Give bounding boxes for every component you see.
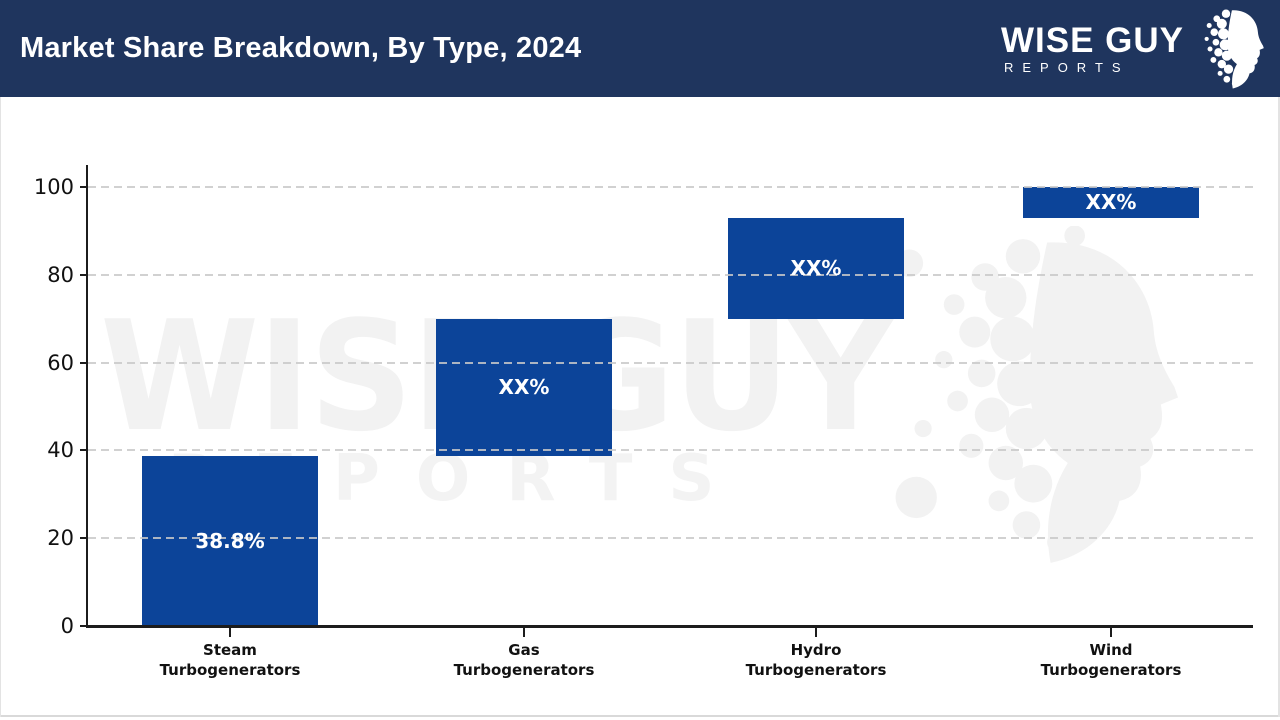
x-tick-steam: [229, 628, 231, 637]
y-tick-label-100: 100: [33, 175, 74, 199]
wise-guy-logo: WISE GUY REPORTS: [1001, 6, 1270, 92]
bar-gas: [436, 318, 612, 456]
x-tick-gas: [523, 628, 525, 637]
logo-text: WISE GUY REPORTS: [1000, 21, 1184, 76]
bar-steam: [142, 455, 318, 626]
x-label-line1: Steam: [203, 641, 257, 659]
gridline-60: [88, 361, 1253, 364]
y-tick-label-20: 20: [47, 526, 74, 551]
y-tick-40: [80, 449, 88, 452]
y-tick-100: [80, 186, 88, 188]
y-tick-label-0: 0: [60, 614, 74, 638]
bar-label-hydro: XX%: [790, 256, 842, 281]
x-label-line2: Turbogenerators: [1040, 661, 1182, 679]
y-tick-80: [80, 273, 88, 276]
x-label-wind: Wind Turbogenerators: [1041, 640, 1182, 680]
y-tick-label-80: 80: [47, 262, 74, 287]
watermark-face-icon: [895, 226, 1178, 563]
logo-tagline: REPORTS: [1003, 60, 1130, 75]
x-label-line2: Turbogenerators: [159, 661, 301, 679]
bar-wind: [1023, 187, 1199, 218]
logo-name: WISE GUY: [1000, 21, 1184, 60]
gridline-20: [88, 537, 1253, 540]
y-tick-label-60: 60: [47, 350, 74, 375]
y-tick-20: [80, 537, 88, 540]
x-label-line2: Turbogenerators: [453, 661, 595, 679]
x-label-line1: Gas: [508, 641, 540, 659]
gridline-40: [88, 449, 1253, 452]
y-tick-60: [80, 361, 88, 364]
x-label-line1: Wind: [1089, 641, 1133, 659]
bottom-border: [0, 715, 1280, 717]
y-tick-0: [80, 625, 88, 627]
header-bar: Market Share Breakdown, By Type, 2024 WI…: [0, 0, 1280, 97]
y-tick-label-40: 40: [47, 438, 74, 463]
x-label-gas: Gas Turbogenerators: [454, 640, 595, 680]
x-label-line2: Turbogenerators: [745, 661, 887, 679]
x-label-line1: Hydro: [790, 641, 842, 659]
bar-label-wind: XX%: [1085, 190, 1137, 215]
gridline-100: [88, 186, 1253, 188]
gridline-80: [88, 273, 1253, 276]
page-title: Market Share Breakdown, By Type, 2024: [20, 32, 582, 64]
x-axis-line: [88, 625, 1253, 628]
bar-label-steam: 38.8%: [195, 528, 265, 553]
bar-label-gas: XX%: [498, 375, 550, 400]
face-profile-icon: [1204, 9, 1264, 89]
x-label-steam: Steam Turbogenerators: [160, 640, 301, 680]
x-tick-hydro: [815, 628, 817, 637]
y-axis-line: [86, 165, 88, 628]
left-border: [0, 97, 1, 717]
bar-hydro: [728, 217, 904, 319]
x-label-hydro: Hydro Turbogenerators: [746, 640, 887, 680]
x-tick-wind: [1110, 628, 1112, 637]
right-border: [1278, 97, 1280, 717]
